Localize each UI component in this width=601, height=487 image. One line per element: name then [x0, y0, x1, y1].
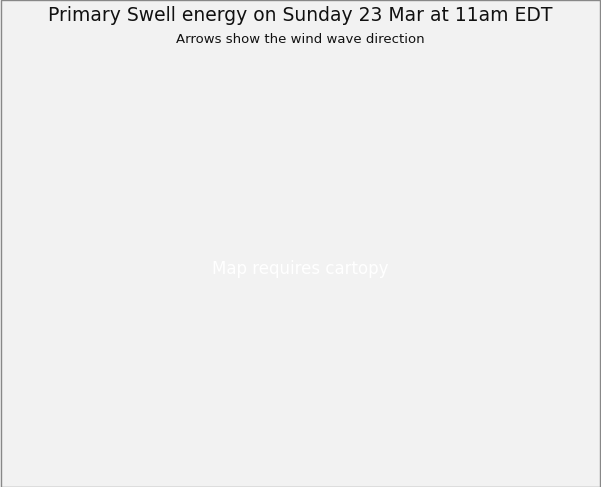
Text: Arrows show the wind wave direction: Arrows show the wind wave direction	[176, 33, 425, 46]
Text: Map requires cartopy: Map requires cartopy	[212, 260, 389, 278]
Text: Primary Swell energy on Sunday 23 Mar at 11am EDT: Primary Swell energy on Sunday 23 Mar at…	[48, 5, 553, 24]
